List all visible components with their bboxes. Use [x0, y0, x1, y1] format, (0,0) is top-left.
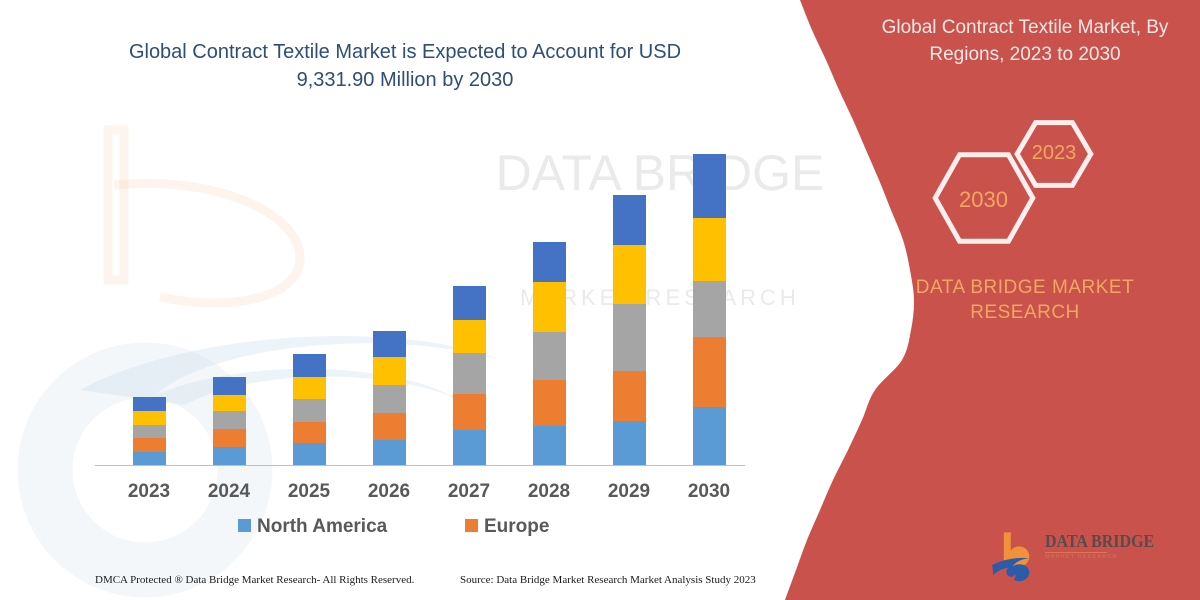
svg-text:DATA BRIDGE: DATA BRIDGE — [496, 145, 825, 201]
